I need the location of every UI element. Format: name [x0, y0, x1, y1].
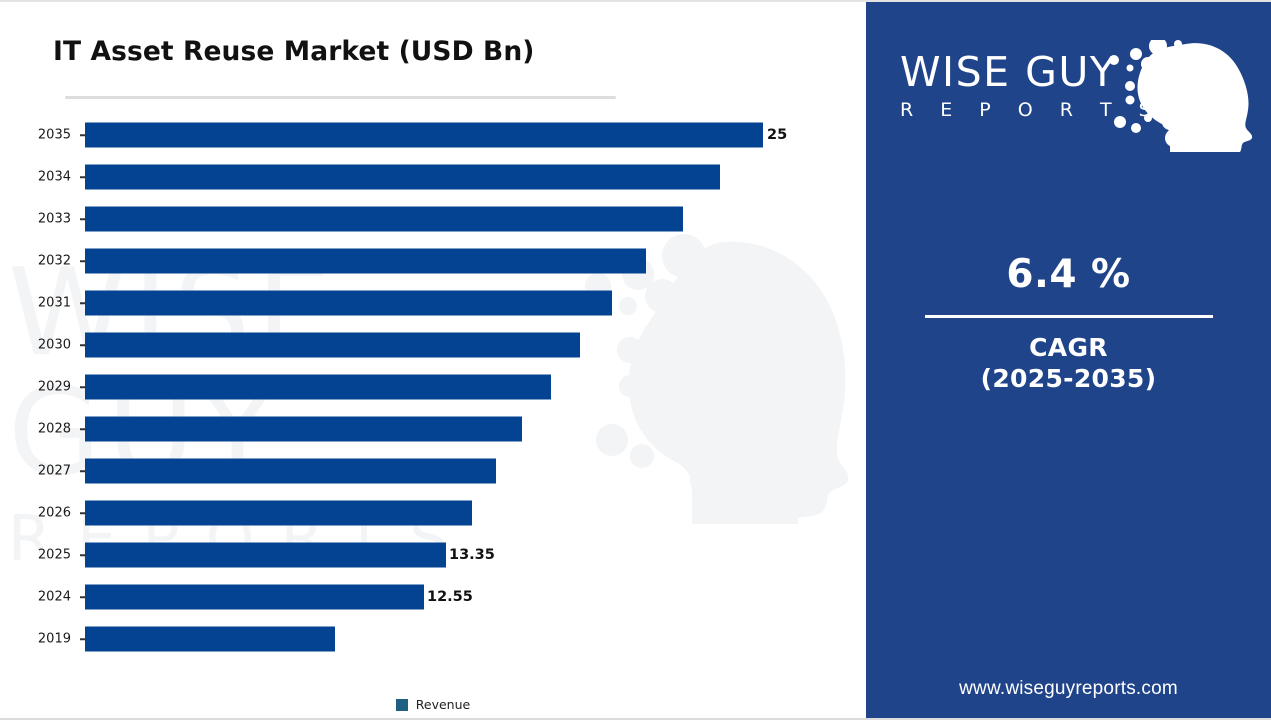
bar-row[interactable]: 2024 12.55 — [0, 576, 866, 618]
axis-tick-label: 2026 — [37, 505, 71, 521]
bar-row[interactable]: 2027 — [0, 450, 866, 492]
bar-row[interactable]: 2029 — [0, 366, 866, 408]
axis-tick-label: 2029 — [37, 379, 71, 395]
axis-tick-mark — [80, 596, 85, 598]
bar[interactable] — [85, 332, 580, 358]
chart-panel: WISE GUY REPORTS — [0, 2, 868, 718]
bar-row[interactable]: 2034 — [0, 156, 866, 198]
legend-swatch-revenue — [395, 698, 408, 711]
bar[interactable] — [85, 248, 646, 274]
axis-tick-label: 2034 — [37, 169, 71, 185]
axis-tick-label: 2035 — [37, 127, 71, 143]
bar-row[interactable]: 2033 — [0, 198, 866, 240]
bar-value-label: 13.35 — [449, 547, 495, 563]
bar-row[interactable]: 2032 — [0, 240, 866, 282]
title-divider — [65, 96, 616, 99]
bar-row[interactable]: 2028 — [0, 408, 866, 450]
axis-tick-label: 2028 — [37, 421, 71, 437]
bar[interactable] — [85, 206, 683, 232]
axis-tick-label: 2027 — [37, 463, 71, 479]
axis-tick-mark — [80, 176, 85, 178]
axis-tick-mark — [80, 260, 85, 262]
bar[interactable] — [85, 164, 720, 190]
axis-tick-label: 2019 — [37, 631, 71, 647]
bar-row[interactable]: 2031 — [0, 282, 866, 324]
bar-row[interactable]: 2030 — [0, 324, 866, 366]
logo-name-top: WISE GUY — [900, 48, 1117, 96]
axis-tick-mark — [80, 428, 85, 430]
axis-tick-label: 2025 — [37, 547, 71, 563]
bar-chart-plot-area: 2035 25 2034 2033 2032 — [0, 114, 866, 654]
axis-tick-mark — [80, 512, 85, 514]
bar[interactable] — [85, 584, 424, 610]
bar[interactable] — [85, 290, 612, 316]
cagr-label: CAGR — [1029, 332, 1108, 362]
axis-tick-mark — [80, 554, 85, 556]
axis-tick-label: 2031 — [37, 295, 71, 311]
cagr-block: 6.4 % CAGR (2025-2035) — [866, 252, 1271, 394]
bar[interactable] — [85, 374, 551, 400]
wiseguy-reports-logo: WISE GUY R E P O R T S — [894, 40, 1253, 152]
axis-tick-mark — [80, 638, 85, 640]
axis-tick-label: 2024 — [37, 589, 71, 605]
bar-row[interactable]: 2019 — [0, 618, 866, 660]
chart-legend[interactable]: Revenue — [0, 697, 866, 712]
axis-tick-mark — [80, 344, 85, 346]
bar-value-label: 25 — [767, 127, 788, 143]
bar-row[interactable]: 2035 25 — [0, 114, 866, 156]
cagr-divider — [924, 314, 1213, 318]
head-profile-logo-icon — [1109, 40, 1253, 152]
axis-tick-mark — [80, 218, 85, 220]
axis-tick-mark — [80, 470, 85, 472]
bar[interactable] — [85, 458, 496, 484]
axis-tick-mark — [80, 134, 85, 136]
bar[interactable] — [85, 626, 335, 652]
axis-tick-mark — [80, 302, 85, 304]
axis-tick-label: 2032 — [37, 253, 71, 269]
legend-label-revenue: Revenue — [415, 697, 471, 712]
axis-tick-label: 2033 — [37, 211, 71, 227]
website-url[interactable]: www.wiseguyreports.com — [959, 678, 1178, 699]
page-title: IT Asset Reuse Market (USD Bn) — [53, 36, 535, 67]
brand-panel: WISE GUY R E P O R T S — [866, 2, 1271, 718]
cagr-period: (2025-2035) — [980, 364, 1157, 394]
cagr-value: 6.4 % — [1006, 252, 1131, 297]
axis-tick-mark — [80, 386, 85, 388]
bar[interactable] — [85, 416, 522, 442]
logo-wordmark: WISE GUY R E P O R T S — [900, 52, 1160, 120]
bar-value-label: 12.55 — [427, 589, 473, 605]
bar[interactable] — [85, 122, 763, 148]
bar-row[interactable]: 2025 13.35 — [0, 534, 866, 576]
bar[interactable] — [85, 500, 472, 526]
bar-row[interactable]: 2026 — [0, 492, 866, 534]
logo-name-bottom: R E P O R T S — [900, 99, 1162, 121]
axis-tick-label: 2030 — [37, 337, 71, 353]
bar[interactable] — [85, 542, 446, 568]
